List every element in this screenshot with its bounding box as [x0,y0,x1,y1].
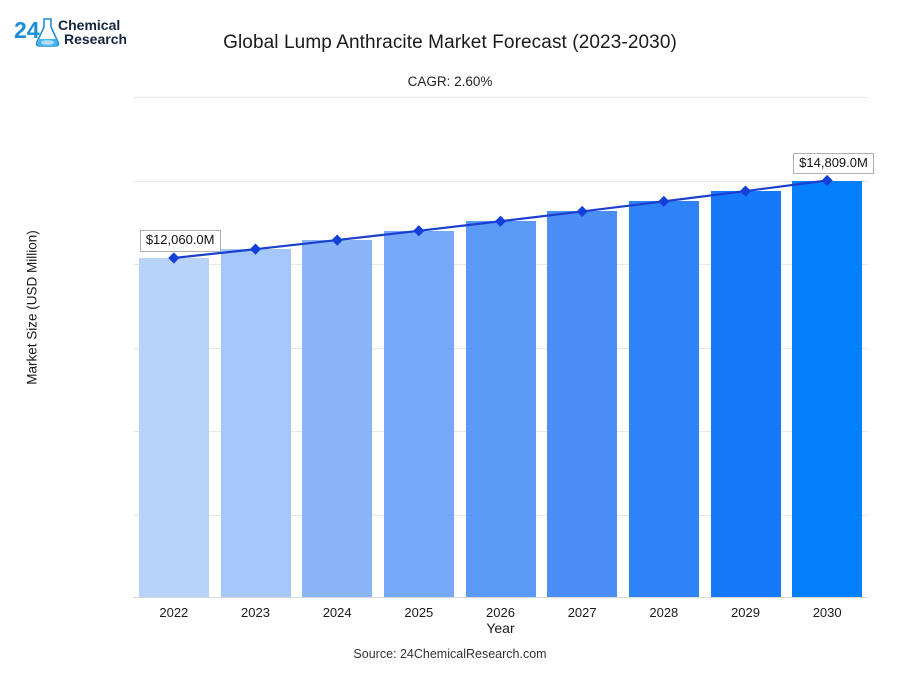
bar-2029[interactable] [710,191,781,598]
x-axis-tick-2023: 2023 [241,605,270,620]
gridline [133,97,868,98]
data-label-2022: $12,060.0M [139,230,221,252]
x-axis-tick-2026: 2026 [486,605,515,620]
data-point-marker-2022[interactable] [168,252,180,264]
bar-2023[interactable] [220,249,291,598]
data-point-marker-2025[interactable] [413,225,425,237]
bar-2030[interactable] [792,180,863,598]
x-axis-title: Year [486,620,515,636]
bar-2025[interactable] [383,230,454,598]
data-point-marker-2027[interactable] [576,205,588,218]
svg-text:Research: Research [64,31,126,47]
svg-text:24: 24 [14,17,40,43]
svg-text:Chemical: Chemical [58,17,120,33]
page-title: Global Lump Anthracite Market Forecast (… [223,32,677,53]
x-axis-tick-2024: 2024 [322,605,352,620]
bar-2022[interactable] [138,258,209,598]
bar-2026[interactable] [465,221,536,598]
data-point-marker-2023[interactable] [249,243,262,255]
bar-2028[interactable] [628,201,699,598]
x-axis-baseline [133,597,868,598]
x-axis-tick-2029: 2029 [731,605,760,620]
gridline [133,180,868,182]
x-axis-tick-2027: 2027 [567,605,597,620]
source-note: Source: 24ChemicalResearch.com [353,647,547,661]
data-point-marker-2029[interactable] [739,185,752,197]
brand-logo[interactable]: 24 Chemical Research [14,12,126,54]
y-axis-title: Market Size (USD Million) [24,230,40,385]
x-axis-tick-2025: 2025 [404,605,434,620]
trend-line-series [168,174,833,264]
x-axis-tick-2028: 2028 [649,605,679,620]
chart-subtitle: CAGR: 2.60% [407,74,493,89]
logo-icon: 24 Chemical Research [14,17,126,47]
data-point-marker-2024[interactable] [331,234,343,246]
bar-2027[interactable] [547,211,618,598]
plot-area: $0.0M$2,961.8M$5,923.6M$8,885.4M$11,847.… [133,97,874,620]
data-point-marker-2030[interactable] [821,174,833,187]
data-point-marker-2028[interactable] [658,195,670,207]
x-axis-tick-2030: 2030 [812,605,842,620]
data-point-marker-2026[interactable] [494,215,507,227]
bar-2024[interactable] [302,240,373,598]
x-axis-tick-2022: 2022 [159,605,189,620]
data-label-2030: $14,809.0M [793,152,874,175]
